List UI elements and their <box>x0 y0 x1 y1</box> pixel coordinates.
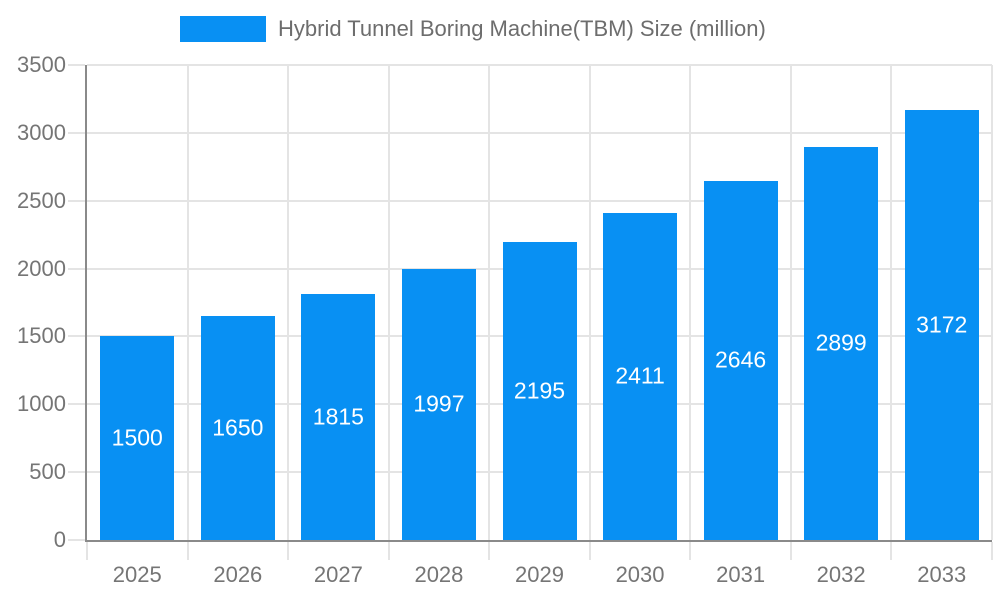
bar-value-label: 1815 <box>312 403 364 430</box>
x-tick-label: 2031 <box>716 562 766 587</box>
bar[interactable]: 2899 <box>804 146 879 540</box>
x-gridline <box>991 65 993 540</box>
bar[interactable]: 1815 <box>301 293 376 540</box>
y-axis-tick <box>68 64 85 66</box>
x-gridline <box>689 65 692 540</box>
x-gridline <box>387 65 390 540</box>
y-tick-label: 3500 <box>17 52 66 77</box>
y-axis-tick <box>68 267 85 270</box>
bar[interactable]: 2411 <box>603 212 678 540</box>
x-tick-label: 2027 <box>313 562 363 587</box>
x-gridline <box>186 65 189 540</box>
y-tick-label: 1000 <box>17 391 66 417</box>
bar-value-label: 1650 <box>212 414 264 441</box>
x-gridline <box>488 65 491 540</box>
bar[interactable]: 2646 <box>703 180 778 540</box>
x-axis-tick <box>789 542 792 560</box>
plot-area: 0 500 1000 1500 2000 2500 3000 3500 2025 1500 2026… <box>17 54 993 586</box>
y-gridline <box>87 64 992 66</box>
bar-value-label: 2411 <box>615 362 665 389</box>
y-axis-tick <box>68 335 85 338</box>
x-axis-tick <box>287 542 290 560</box>
x-axis-tick <box>387 542 390 560</box>
legend-swatch-icon <box>180 16 266 42</box>
x-axis-tick <box>890 542 893 560</box>
x-gridline <box>890 65 893 540</box>
x-axis-tick <box>991 542 993 560</box>
legend-item[interactable]: Hybrid Tunnel Boring Machine(TBM) Size (… <box>180 15 766 43</box>
y-gridline <box>87 199 992 202</box>
y-tick-label: 0 <box>53 527 66 552</box>
bar-value-label: 2646 <box>715 346 767 373</box>
y-axis-tick <box>68 471 85 474</box>
bar-value-label: 2899 <box>815 329 867 356</box>
x-axis-tick <box>86 542 88 560</box>
y-tick-label: 2500 <box>17 187 66 213</box>
bar[interactable]: 1997 <box>401 268 476 540</box>
bar-value-label: 3172 <box>916 311 968 338</box>
y-tick-label: 2000 <box>17 255 66 281</box>
bar-value-label: 1997 <box>413 390 465 417</box>
x-tick-label: 2026 <box>213 562 263 587</box>
x-gridline <box>789 65 792 540</box>
y-tick-label: 3000 <box>17 119 66 145</box>
x-gridline <box>287 65 290 540</box>
y-axis-tick <box>68 539 85 541</box>
bar[interactable]: 2195 <box>502 242 577 540</box>
x-gridline <box>588 65 591 540</box>
bar-value-label: 1500 <box>111 424 163 451</box>
x-axis-tick <box>488 542 491 560</box>
y-axis-tick <box>68 403 85 406</box>
bar[interactable]: 1650 <box>200 316 275 540</box>
y-tick-label: 500 <box>29 459 66 485</box>
x-tick-label: 2028 <box>414 562 464 587</box>
y-gridline <box>87 131 992 134</box>
x-tick-label: 2032 <box>816 562 866 587</box>
x-tick-label: 2025 <box>112 562 162 587</box>
y-tick-label: 1500 <box>17 323 66 349</box>
x-tick-label: 2029 <box>515 562 564 587</box>
y-axis-tick <box>68 199 85 202</box>
y-axis-tick <box>68 131 85 134</box>
bar[interactable]: 1500 <box>100 336 175 540</box>
x-axis-tick <box>588 542 591 560</box>
legend-label: Hybrid Tunnel Boring Machine(TBM) Size (… <box>278 16 766 41</box>
bar-value-label: 2195 <box>513 377 566 404</box>
bar[interactable]: 3172 <box>904 109 979 540</box>
x-axis-tick <box>186 542 189 560</box>
x-tick-label: 2033 <box>917 562 967 587</box>
x-axis-tick <box>689 542 692 560</box>
x-tick-label: 2030 <box>615 562 665 587</box>
